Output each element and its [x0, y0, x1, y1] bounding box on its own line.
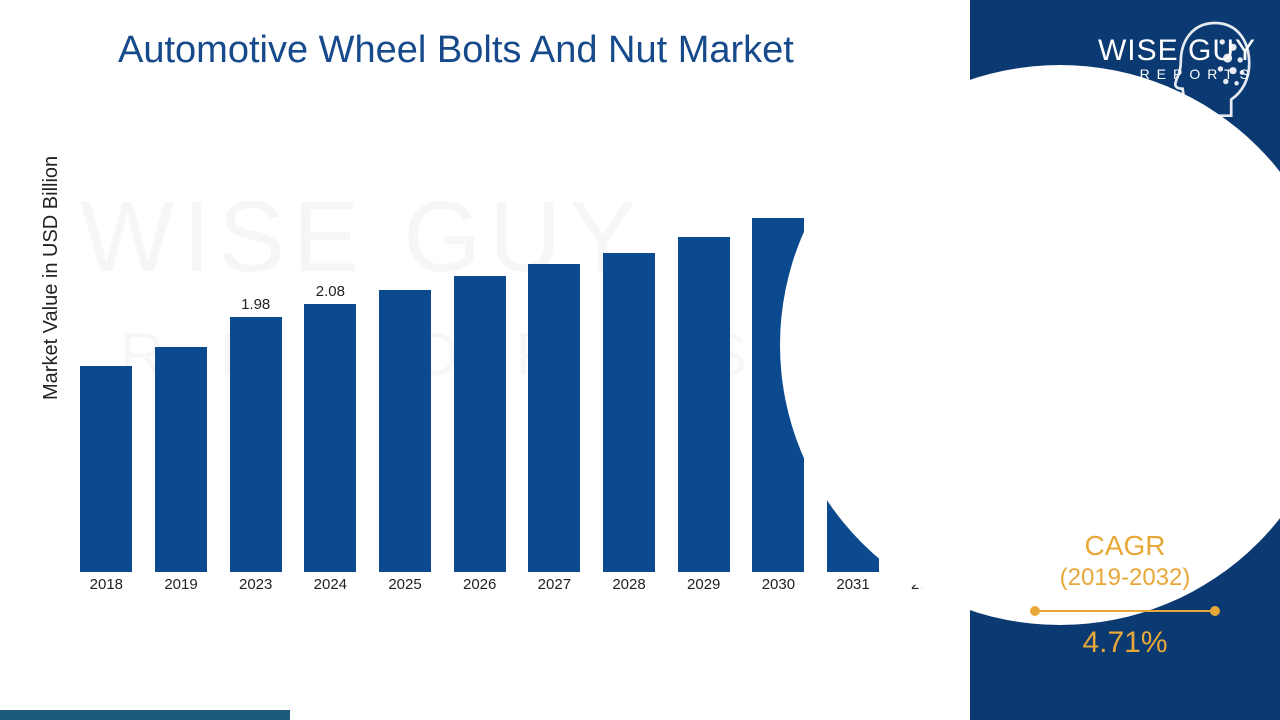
logo-main-text: WISE GUY: [1098, 34, 1256, 68]
bar: [379, 290, 431, 572]
x-label: 2031: [826, 576, 881, 600]
bar-2024: 2.08: [303, 304, 358, 572]
cagr-value: 4.71%: [1000, 626, 1250, 660]
x-label: 2026: [452, 576, 507, 600]
x-label: 2024: [303, 576, 358, 600]
side-panel: WISE GUY REPORTS CAGR (2019-2032) 4.71%: [970, 0, 1280, 720]
cagr-title: CAGR: [1000, 530, 1250, 562]
bar-2026: [452, 276, 507, 572]
bar: [603, 253, 655, 572]
bar-value-label: 2.08: [316, 283, 345, 300]
x-label: 2029: [676, 576, 731, 600]
bar: [528, 264, 580, 572]
bar-2028: [602, 253, 657, 572]
x-label: 2028: [602, 576, 657, 600]
bar: [230, 317, 282, 572]
bottom-accent-bar: [0, 710, 290, 720]
bar: [678, 237, 730, 572]
bar: [80, 366, 132, 572]
x-label: 2023: [228, 576, 283, 600]
x-label: 2019: [154, 576, 209, 600]
bar: [454, 276, 506, 572]
bar-2027: [527, 264, 582, 572]
cagr-divider: [1035, 610, 1215, 612]
bar-2029: [676, 237, 731, 572]
bar-value-label: 1.98: [241, 296, 270, 313]
cagr-block: CAGR (2019-2032) 4.71%: [1000, 530, 1250, 660]
bar-2019: [154, 347, 209, 572]
logo-sub-text: REPORTS: [1098, 66, 1256, 82]
bar-2018: [79, 366, 134, 572]
bar-2025: [378, 290, 433, 572]
bar-2023: 1.98: [228, 317, 283, 572]
bar: [155, 347, 207, 572]
cagr-period: (2019-2032): [1000, 564, 1250, 592]
y-axis-label: Market Value in USD Billion: [40, 156, 63, 400]
x-label: 2030: [751, 576, 806, 600]
brand-logo: WISE GUY REPORTS: [1098, 34, 1256, 82]
x-label: 2025: [378, 576, 433, 600]
x-label: 2018: [79, 576, 134, 600]
x-labels-container: 2018 2019 2023 2024 2025 2026 2027 2028 2029 2030…: [75, 576, 955, 600]
x-label: 2027: [527, 576, 582, 600]
chart-title: Automotive Wheel Bolts And Nut Market: [118, 28, 898, 74]
bar: [304, 304, 356, 572]
